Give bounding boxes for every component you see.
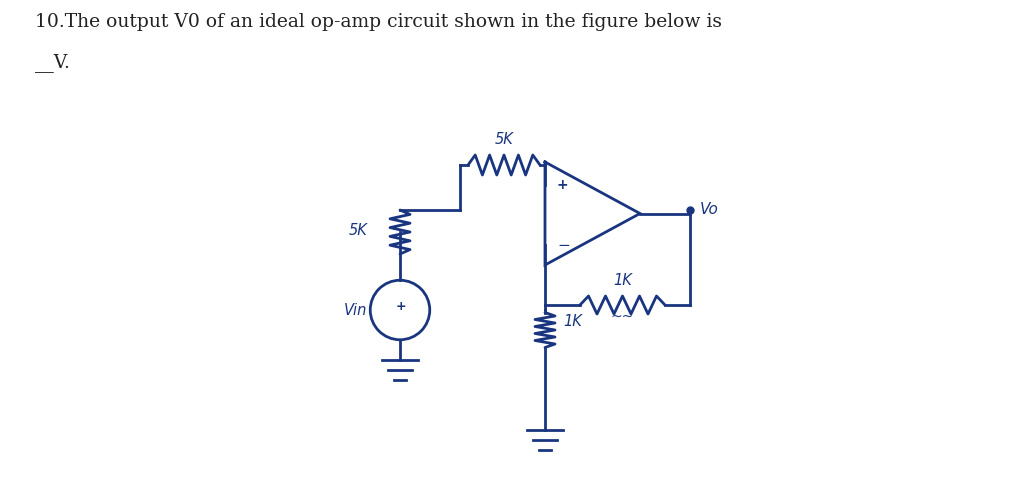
Text: 1K: 1K xyxy=(563,315,582,330)
Text: Vo: Vo xyxy=(700,203,719,218)
Text: 5K: 5K xyxy=(348,223,368,238)
Text: +: + xyxy=(395,299,407,313)
Text: 10.The output V0 of an ideal op-amp circuit shown in the figure below is: 10.The output V0 of an ideal op-amp circ… xyxy=(35,13,722,31)
Text: −: − xyxy=(557,238,569,252)
Text: ~~: ~~ xyxy=(611,310,634,324)
Text: Vin: Vin xyxy=(344,302,368,318)
Text: 5K: 5K xyxy=(495,132,513,147)
Text: __V.: __V. xyxy=(35,53,70,72)
Text: 1K: 1K xyxy=(613,273,632,288)
Text: +: + xyxy=(557,178,568,192)
